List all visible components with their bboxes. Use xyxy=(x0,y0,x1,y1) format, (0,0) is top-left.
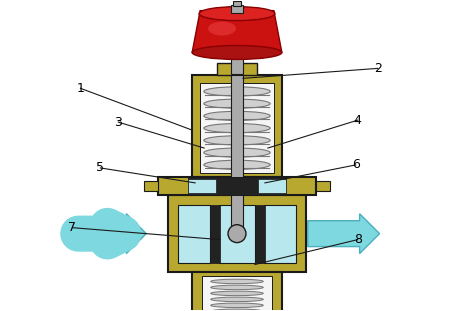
Bar xyxy=(188,179,216,193)
Ellipse shape xyxy=(204,160,270,169)
Bar xyxy=(158,177,316,195)
Text: 7: 7 xyxy=(68,221,76,234)
Bar xyxy=(200,83,274,173)
Bar xyxy=(144,181,158,191)
FancyArrow shape xyxy=(308,214,380,253)
Ellipse shape xyxy=(199,7,275,21)
Text: 1: 1 xyxy=(76,82,84,95)
Ellipse shape xyxy=(211,303,263,308)
Bar xyxy=(258,179,286,193)
Ellipse shape xyxy=(204,148,270,157)
Bar xyxy=(168,195,306,272)
Bar xyxy=(219,205,255,262)
Text: 5: 5 xyxy=(96,161,104,174)
Text: 4: 4 xyxy=(354,114,362,127)
Text: 2: 2 xyxy=(374,62,382,75)
Bar xyxy=(231,5,243,13)
Ellipse shape xyxy=(211,291,263,296)
Bar xyxy=(217,63,235,75)
Circle shape xyxy=(228,225,246,243)
Ellipse shape xyxy=(208,21,236,35)
Ellipse shape xyxy=(211,297,263,302)
Ellipse shape xyxy=(211,285,263,290)
Ellipse shape xyxy=(204,87,270,96)
Text: 6: 6 xyxy=(352,159,360,171)
Bar xyxy=(202,276,272,311)
Ellipse shape xyxy=(204,99,270,108)
Text: 8: 8 xyxy=(354,233,362,246)
Polygon shape xyxy=(192,11,282,53)
Bar xyxy=(188,177,286,195)
Bar xyxy=(233,1,241,6)
Ellipse shape xyxy=(204,136,270,145)
Bar xyxy=(264,205,296,262)
FancyArrow shape xyxy=(75,214,146,253)
Bar xyxy=(255,205,265,262)
Text: 3: 3 xyxy=(114,116,122,129)
Bar xyxy=(192,75,282,177)
Ellipse shape xyxy=(204,123,270,133)
Ellipse shape xyxy=(192,45,282,59)
Bar xyxy=(192,272,282,311)
Bar xyxy=(316,181,330,191)
Bar xyxy=(178,205,210,262)
Bar xyxy=(231,75,243,227)
Bar xyxy=(210,205,220,262)
Bar xyxy=(239,63,257,75)
Ellipse shape xyxy=(211,309,263,311)
Ellipse shape xyxy=(204,111,270,120)
Bar xyxy=(231,53,243,74)
Ellipse shape xyxy=(211,279,263,284)
